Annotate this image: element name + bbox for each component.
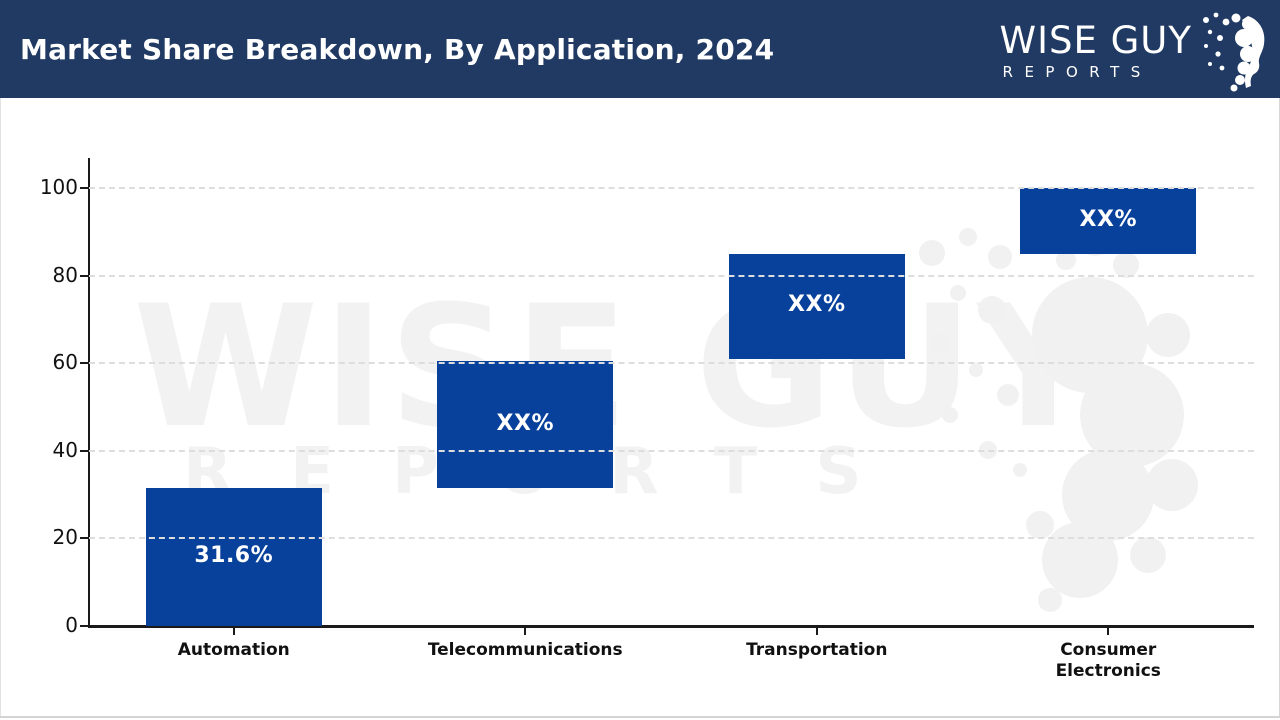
x-tick-label: Automation bbox=[177, 640, 290, 660]
x-axis-line bbox=[88, 625, 1254, 628]
y-tick-label: 80 bbox=[52, 262, 78, 287]
y-tick-label: 40 bbox=[52, 437, 78, 462]
x-tick-mark bbox=[1107, 627, 1110, 635]
wiseguy-head-logo-icon bbox=[1203, 12, 1265, 92]
gridline bbox=[89, 449, 1254, 452]
logo-subtitle: REPORTS bbox=[1002, 62, 1152, 81]
header-bar: Market Share Breakdown, By Application, … bbox=[0, 0, 1280, 98]
bar-segment-telecommunications bbox=[437, 361, 614, 488]
bar-value-label: XX% bbox=[788, 292, 846, 318]
y-tick-mark bbox=[80, 362, 88, 365]
y-axis-line bbox=[88, 158, 90, 627]
logo-text: WISE GUY REPORTS bbox=[999, 18, 1192, 82]
x-tick-mark bbox=[524, 627, 527, 635]
x-tick-label: Telecommunications bbox=[427, 640, 623, 660]
gridline bbox=[89, 362, 1254, 365]
x-tick-label: Consumer Electronics bbox=[1055, 640, 1161, 681]
y-tick-mark bbox=[80, 625, 88, 627]
y-tick-label: 0 bbox=[65, 613, 78, 637]
y-tick-mark bbox=[80, 187, 88, 189]
y-tick-label: 20 bbox=[52, 525, 78, 550]
page-title: Market Share Breakdown, By Application, … bbox=[20, 32, 775, 66]
logo-wordmark: WISE GUY bbox=[999, 18, 1192, 62]
y-tick-mark bbox=[80, 274, 88, 277]
bar-value-label: XX% bbox=[496, 410, 554, 436]
gridline bbox=[89, 274, 1254, 277]
bar-segment-automation bbox=[145, 487, 322, 626]
bar-value-label: XX% bbox=[1079, 207, 1137, 233]
watermark-text-line1: WISE GUY bbox=[133, 269, 1104, 465]
y-tick-label: 60 bbox=[52, 350, 78, 375]
x-tick-mark bbox=[232, 627, 235, 635]
bar-segment-transportation bbox=[728, 253, 905, 360]
wiseguy-logo: WISE GUY REPORTS bbox=[1000, 8, 1266, 94]
x-tick-label: Transportation bbox=[746, 640, 888, 660]
x-tick-mark bbox=[815, 627, 818, 635]
gridline bbox=[89, 187, 1254, 189]
y-tick-mark bbox=[80, 537, 88, 540]
y-tick-mark bbox=[80, 449, 88, 452]
bottom-rule bbox=[0, 716, 1280, 718]
gridline bbox=[89, 537, 1254, 540]
y-tick-label: 100 bbox=[39, 175, 78, 199]
bar-value-label: 31.6% bbox=[194, 542, 274, 568]
bar-segment-consumer-electronics bbox=[1020, 188, 1197, 255]
